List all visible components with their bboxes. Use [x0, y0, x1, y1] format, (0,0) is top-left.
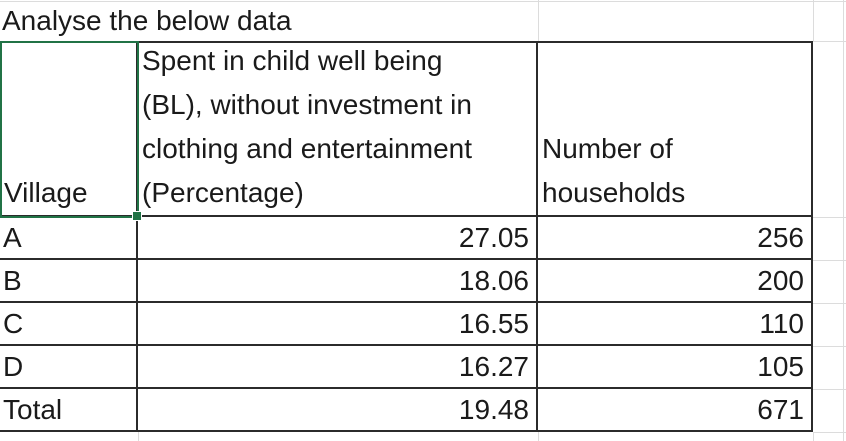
cell-households-header[interactable]: Number of households	[538, 43, 813, 217]
cell-households-total[interactable]: 671	[538, 389, 813, 432]
households-header-line: Number of	[542, 133, 673, 164]
percentage-header-line: clothing and entertainment	[142, 133, 472, 164]
percentage-header-line: Spent in child well being	[142, 45, 443, 76]
gridline	[538, 0, 539, 41]
gridline	[813, 217, 846, 218]
village-header-label: Village	[4, 177, 88, 208]
cell-village-total[interactable]: Total	[0, 389, 138, 432]
gridline	[813, 260, 846, 261]
cell-households-b[interactable]: 200	[538, 260, 813, 303]
cell-percentage-c[interactable]: 16.55	[138, 303, 538, 346]
cell-village-a[interactable]: A	[0, 217, 138, 260]
gridline	[813, 432, 814, 441]
cell-village-header[interactable]: Village	[0, 43, 138, 217]
sheet-title-cell[interactable]: Analyse the below data	[2, 5, 292, 36]
cell-households-c[interactable]: 110	[538, 303, 813, 346]
cell-households-d[interactable]: 105	[538, 346, 813, 389]
cell-village-b[interactable]: B	[0, 260, 138, 303]
fill-handle[interactable]	[132, 211, 142, 221]
percentage-header-line: (BL), without investment in	[142, 89, 472, 120]
cell-households-a[interactable]: 256	[538, 217, 813, 260]
cell-percentage-total[interactable]: 19.48	[138, 389, 538, 432]
gridline	[813, 432, 846, 433]
data-table: Village Spent in child well being (BL), …	[0, 41, 813, 432]
gridline	[138, 432, 139, 441]
gridline	[843, 0, 844, 441]
cell-percentage-b[interactable]: 18.06	[138, 260, 538, 303]
gridline	[813, 303, 846, 304]
percentage-header-line: (Percentage)	[142, 177, 304, 208]
cell-percentage-a[interactable]: 27.05	[138, 217, 538, 260]
cell-village-d[interactable]: D	[0, 346, 138, 389]
households-header-line: households	[542, 177, 686, 208]
gridline	[813, 389, 846, 390]
gridline	[0, 1, 846, 2]
gridline	[813, 346, 846, 347]
cell-percentage-d[interactable]: 16.27	[138, 346, 538, 389]
gridline	[813, 0, 814, 41]
gridline	[813, 41, 846, 42]
cell-percentage-header[interactable]: Spent in child well being (BL), without …	[138, 43, 538, 217]
gridline	[538, 432, 539, 441]
cell-village-c[interactable]: C	[0, 303, 138, 346]
